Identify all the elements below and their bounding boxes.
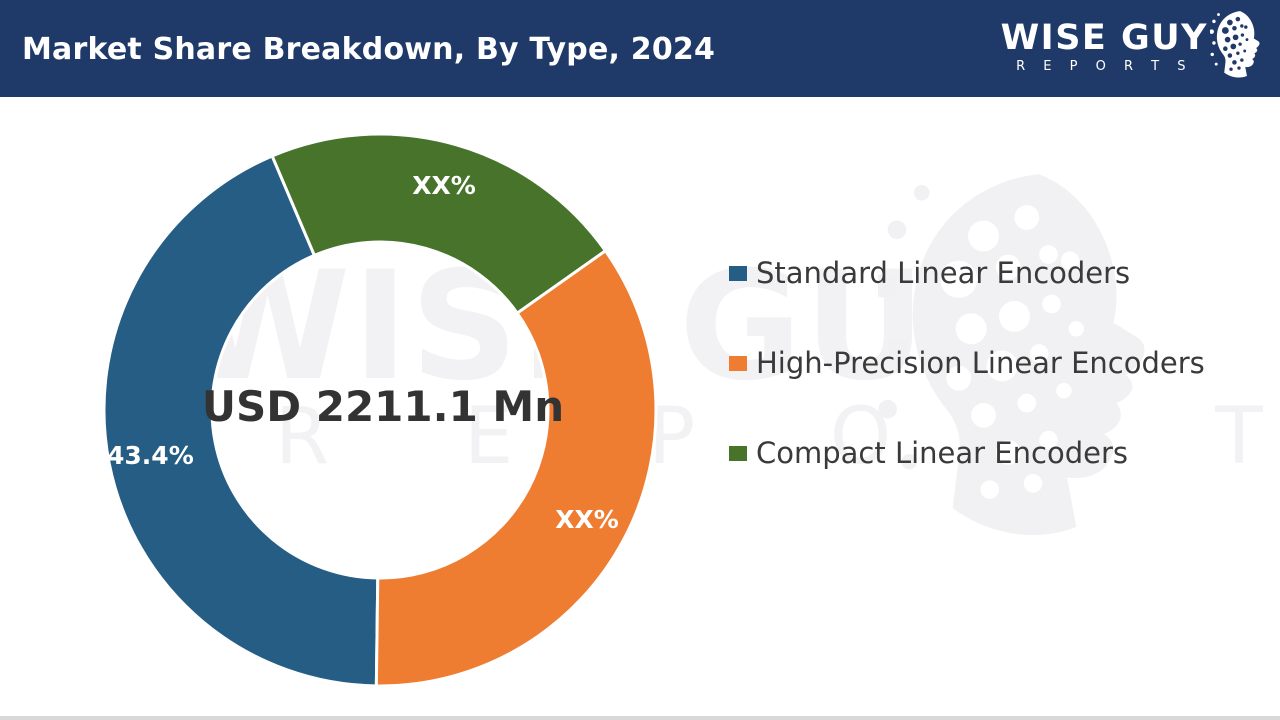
logo-reports-text: R E P O R T S: [1016, 58, 1193, 74]
segment-label-1: 43.4%: [107, 441, 194, 470]
donut-segment-3: [270, 132, 608, 316]
segment-label-2: XX%: [555, 505, 619, 534]
chart-center-value: USD 2211.1 Mn: [201, 382, 565, 431]
logo-face-icon: [1210, 11, 1260, 78]
legend-item-2: High-Precision Linear Encoders: [729, 346, 1205, 380]
watermark-face-icon: [878, 174, 1145, 535]
logo-text-block: WISE GUY R E P O R T S: [1001, 20, 1208, 74]
legend-item-1: Standard Linear Encoders: [729, 256, 1205, 290]
legend-item-3: Compact Linear Encoders: [729, 436, 1205, 470]
header-bar: Market Share Breakdown, By Type, 2024 WI…: [0, 0, 1280, 97]
wise-guy-logo: WISE GUY R E P O R T S: [1001, 10, 1268, 84]
legend-swatch-1: [729, 265, 747, 281]
legend-label-2: High-Precision Linear Encoders: [756, 346, 1205, 380]
donut-segment-1: [102, 153, 380, 688]
donut-segment-2: [374, 248, 658, 688]
legend-label-1: Standard Linear Encoders: [756, 256, 1131, 290]
chart-legend: Standard Linear Encoders High-Precision L…: [729, 256, 1205, 526]
segment-label-3: XX%: [412, 171, 476, 200]
legend-swatch-3: [729, 445, 747, 461]
legend-swatch-2: [729, 355, 747, 371]
logo-wordmark: WISE GUY: [1000, 18, 1208, 59]
page-title: Market Share Breakdown, By Type, 2024: [22, 32, 716, 67]
legend-label-3: Compact Linear Encoders: [756, 436, 1128, 470]
